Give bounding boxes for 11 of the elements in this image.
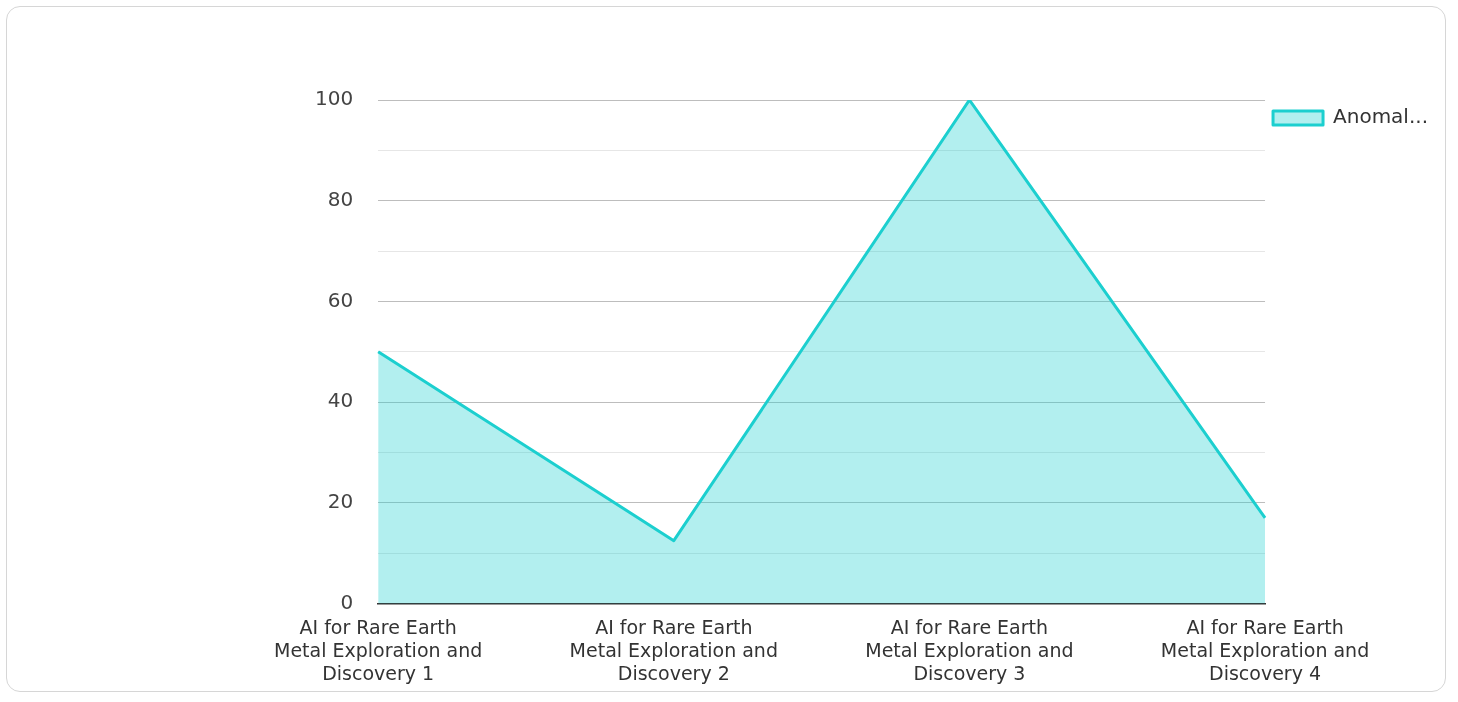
y-tick-label: 40	[327, 388, 354, 413]
y-tick-label: 0	[340, 589, 354, 614]
legend-label: Anomal...	[1333, 104, 1429, 129]
y-tick-label: 100	[314, 86, 354, 111]
y-tick-label: 60	[327, 287, 354, 312]
x-tick-label: AI for Rare Earth Metal Exploration and Discovery 4	[1160, 615, 1370, 684]
x-tick-label: AI for Rare Earth Metal Exploration and Discovery 2	[569, 615, 778, 684]
x-tick-label: AI for Rare Earth Metal Exploration and Discovery 3	[865, 615, 1074, 684]
x-tick-label: AI for Rare Earth Metal Exploration and Discovery 1	[274, 615, 483, 684]
y-tick-label: 20	[327, 489, 354, 514]
y-tick-label: 80	[327, 186, 354, 211]
